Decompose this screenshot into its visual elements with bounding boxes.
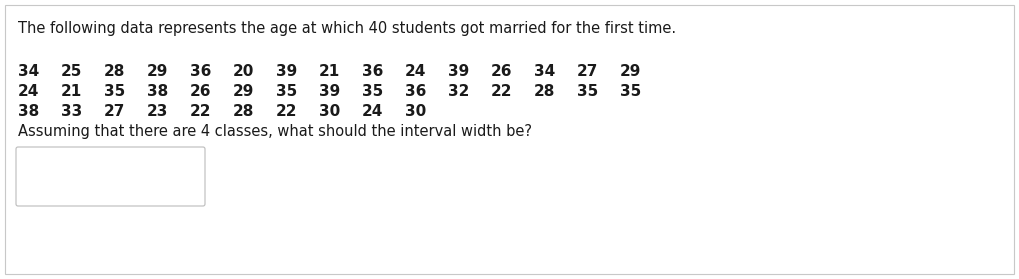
Text: The following data represents the age at which 40 students got married for the f: The following data represents the age at… [18, 21, 677, 36]
Text: 39: 39 [276, 64, 298, 79]
Text: 22: 22 [491, 84, 513, 99]
Text: 35: 35 [104, 84, 125, 99]
Text: 29: 29 [620, 64, 641, 79]
Text: 35: 35 [276, 84, 298, 99]
Text: 29: 29 [233, 84, 255, 99]
Text: 28: 28 [104, 64, 125, 79]
FancyBboxPatch shape [5, 5, 1014, 274]
Text: 34: 34 [534, 64, 555, 79]
Text: 26: 26 [190, 84, 212, 99]
FancyBboxPatch shape [16, 147, 205, 206]
Text: 22: 22 [190, 104, 212, 119]
Text: 20: 20 [233, 64, 255, 79]
Text: 21: 21 [319, 64, 340, 79]
Text: 34: 34 [18, 64, 40, 79]
Text: 30: 30 [319, 104, 340, 119]
Text: 24: 24 [362, 104, 383, 119]
Text: 35: 35 [577, 84, 598, 99]
Text: 38: 38 [147, 84, 168, 99]
Text: 38: 38 [18, 104, 40, 119]
Text: 36: 36 [190, 64, 211, 79]
Text: 36: 36 [362, 64, 383, 79]
Text: 23: 23 [147, 104, 168, 119]
Text: 35: 35 [620, 84, 641, 99]
Text: 21: 21 [61, 84, 83, 99]
Text: 25: 25 [61, 64, 83, 79]
Text: 28: 28 [534, 84, 555, 99]
Text: 24: 24 [405, 64, 426, 79]
Text: 39: 39 [319, 84, 340, 99]
Text: 27: 27 [104, 104, 125, 119]
Text: 30: 30 [405, 104, 426, 119]
Text: Assuming that there are 4 classes, what should the interval width be?: Assuming that there are 4 classes, what … [18, 124, 532, 139]
Text: 33: 33 [61, 104, 83, 119]
Text: 29: 29 [147, 64, 168, 79]
Text: 26: 26 [491, 64, 513, 79]
Text: 32: 32 [448, 84, 470, 99]
Text: 28: 28 [233, 104, 255, 119]
Text: 24: 24 [18, 84, 40, 99]
Text: 39: 39 [448, 64, 470, 79]
Text: 22: 22 [276, 104, 298, 119]
Text: 35: 35 [362, 84, 383, 99]
Text: 36: 36 [405, 84, 426, 99]
Text: 27: 27 [577, 64, 598, 79]
